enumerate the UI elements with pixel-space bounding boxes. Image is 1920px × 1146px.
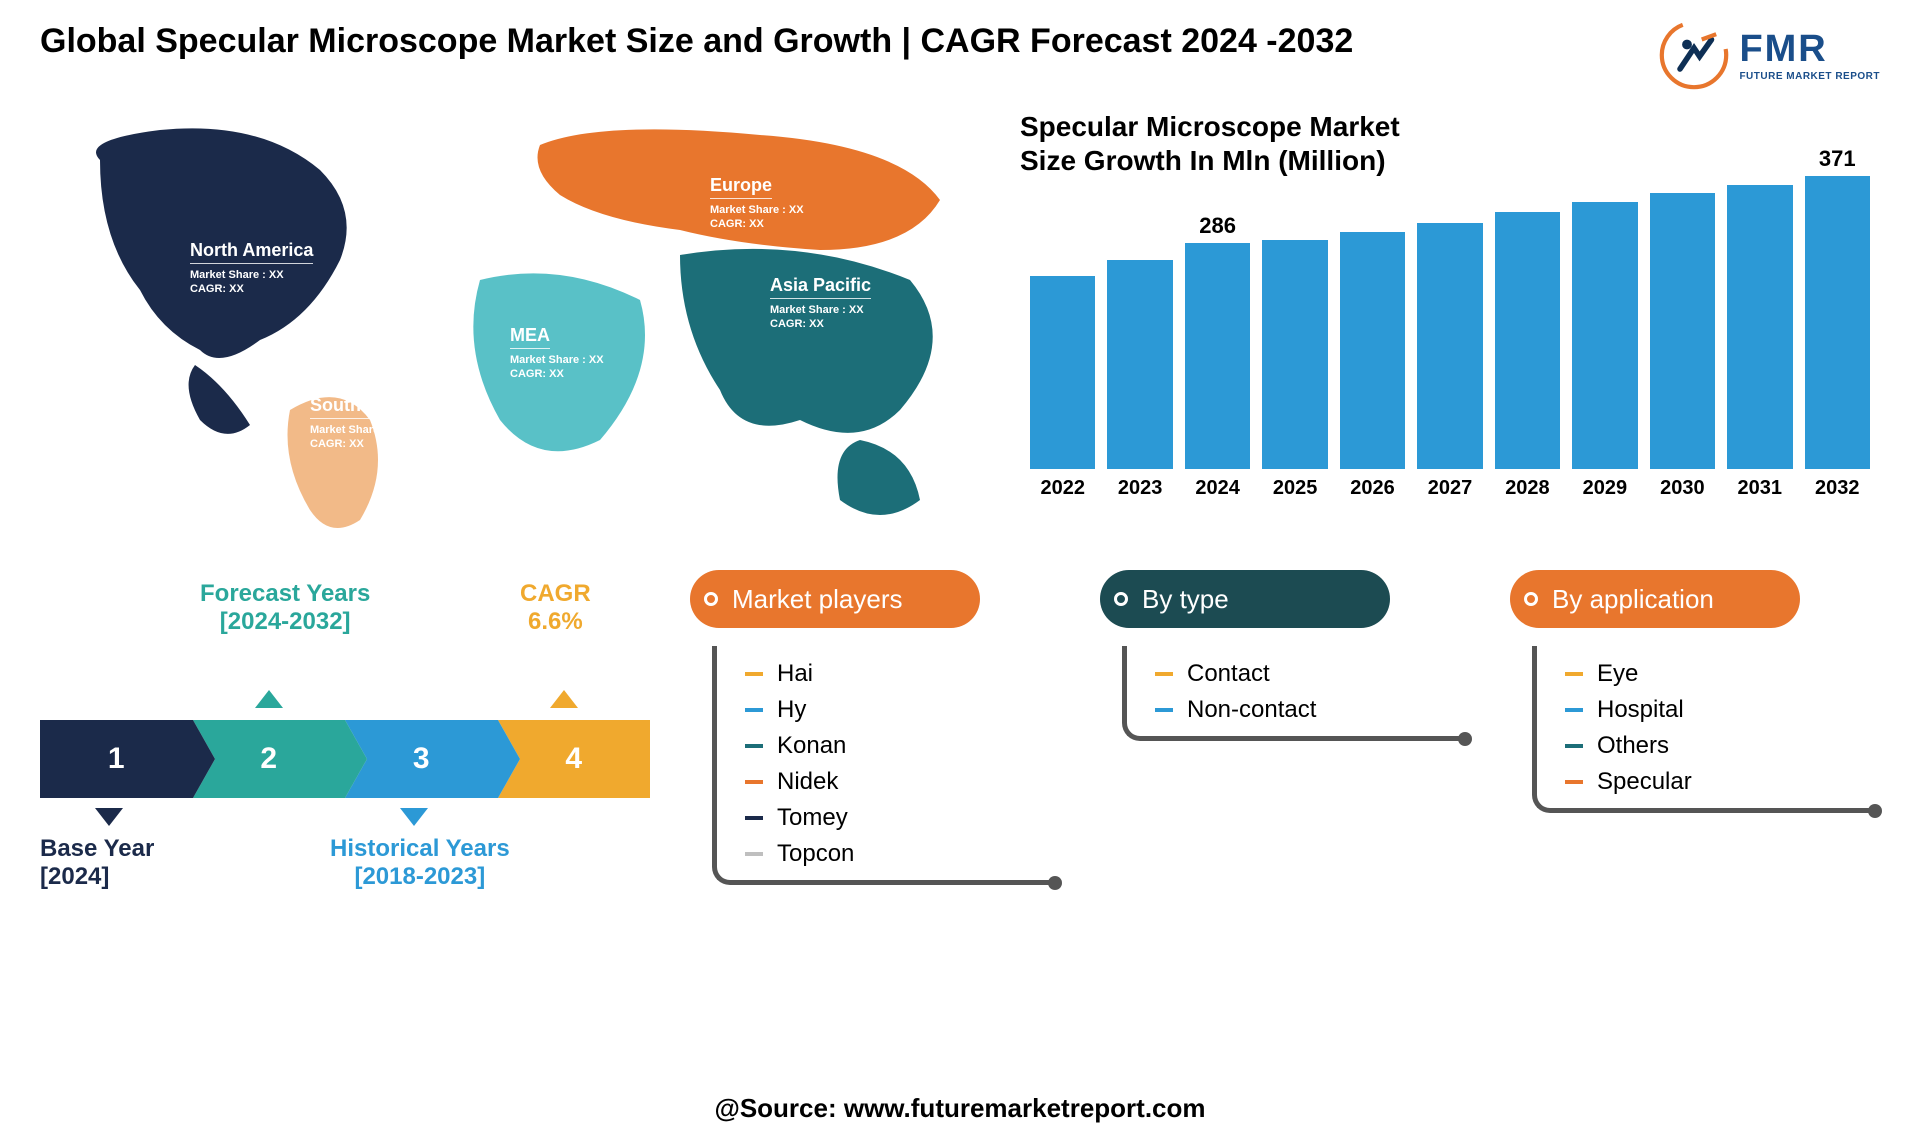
cagr-arrow-icon — [550, 690, 578, 708]
category-market-players: Market players HaiHyKonanNidekTomeyTopcon — [690, 570, 1060, 885]
category-bracket: ContactNon-contact — [1122, 646, 1470, 741]
logo-acronym: FMR — [1739, 28, 1827, 71]
list-item: Hai — [745, 656, 1060, 692]
bar-year-label: 2026 — [1350, 477, 1395, 500]
category-bracket: EyeHospitalOthersSpecular — [1532, 646, 1880, 813]
forecast-arrow-icon — [255, 690, 283, 708]
region-label-south-america: South AmericaMarket Share : XXCAGR: XX — [310, 395, 436, 452]
category-pill: By application — [1510, 570, 1800, 628]
bar-chart: Specular Microscope Market Size Growth I… — [1020, 110, 1880, 540]
hist-arrow-icon — [400, 808, 428, 826]
chart-title: Specular Microscope Market Size Growth I… — [1020, 110, 1440, 177]
timeline-seg-1: 1 — [40, 720, 193, 798]
base-arrow-icon — [95, 808, 123, 826]
bar-year-label: 2025 — [1273, 477, 1318, 500]
timeline-seg-3: 3 — [345, 720, 498, 798]
bar-year-label: 2029 — [1583, 477, 1628, 500]
bar-2022: 2022 — [1030, 276, 1095, 500]
bar-2023: 2023 — [1107, 260, 1172, 500]
base-year-label: Base Year[2024] — [40, 835, 154, 890]
bar-year-label: 2023 — [1118, 477, 1163, 500]
fmr-logo-icon — [1659, 20, 1729, 90]
region-label-europe: EuropeMarket Share : XXCAGR: XX — [710, 175, 804, 232]
list-item: Contact — [1155, 656, 1470, 692]
category-pill: By type — [1100, 570, 1390, 628]
bar-2025: 2025 — [1262, 240, 1327, 500]
category-by-type: By type ContactNon-contact — [1100, 570, 1470, 885]
bar-year-label: 2032 — [1815, 477, 1860, 500]
world-map: North AmericaMarket Share : XXCAGR: XX So… — [40, 110, 990, 540]
category-pill: Market players — [690, 570, 980, 628]
bar-year-label: 2028 — [1505, 477, 1550, 500]
region-label-mea: MEAMarket Share : XXCAGR: XX — [510, 325, 604, 382]
bar-year-label: 2027 — [1428, 477, 1473, 500]
logo-subtitle: FUTURE MARKET REPORT — [1739, 71, 1880, 82]
bar-year-label: 2030 — [1660, 477, 1705, 500]
list-item: Eye — [1565, 656, 1880, 692]
source-attribution: @Source: www.futuremarketreport.com — [0, 1093, 1920, 1124]
bar-2029: 2029 — [1572, 202, 1637, 500]
bar-value-label: 371 — [1819, 146, 1856, 172]
bar-2030: 2030 — [1650, 193, 1715, 500]
bar-2032: 371 2032 — [1805, 146, 1870, 500]
page-title: Global Specular Microscope Market Size a… — [40, 20, 1353, 63]
bar-2024: 286 2024 — [1185, 213, 1250, 500]
bar-2027: 2027 — [1417, 223, 1482, 500]
list-item: Hy — [745, 692, 1060, 728]
list-item: Non-contact — [1155, 692, 1470, 728]
list-item: Nidek — [745, 764, 1060, 800]
list-item: Topcon — [745, 836, 1060, 872]
list-item: Hospital — [1565, 692, 1880, 728]
bar-2028: 2028 — [1495, 212, 1560, 500]
bar-year-label: 2031 — [1738, 477, 1783, 500]
list-item: Specular — [1565, 764, 1880, 800]
brand-logo: FMR FUTURE MARKET REPORT — [1659, 20, 1880, 90]
bar-2031: 2031 — [1727, 185, 1792, 500]
bar-value-label: 286 — [1199, 213, 1236, 239]
pill-dot-icon — [704, 592, 718, 606]
category-bracket: HaiHyKonanNidekTomeyTopcon — [712, 646, 1060, 885]
timeline: Forecast Years[2024-2032] CAGR6.6% 1234 … — [40, 570, 650, 910]
pill-dot-icon — [1524, 592, 1538, 606]
list-item: Tomey — [745, 800, 1060, 836]
cagr-label: CAGR6.6% — [520, 580, 591, 635]
list-item: Others — [1565, 728, 1880, 764]
timeline-seg-2: 2 — [193, 720, 346, 798]
list-item: Konan — [745, 728, 1060, 764]
region-label-north-america: North AmericaMarket Share : XXCAGR: XX — [190, 240, 313, 297]
historical-label: Historical Years[2018-2023] — [330, 835, 510, 890]
region-label-asia-pacific: Asia PacificMarket Share : XXCAGR: XX — [770, 275, 871, 332]
category-by-application: By application EyeHospitalOthersSpecular — [1510, 570, 1880, 885]
pill-dot-icon — [1114, 592, 1128, 606]
forecast-label: Forecast Years[2024-2032] — [200, 580, 370, 635]
timeline-seg-4: 4 — [498, 720, 651, 798]
bar-2026: 2026 — [1340, 232, 1405, 500]
bar-year-label: 2024 — [1195, 477, 1240, 500]
bar-year-label: 2022 — [1040, 477, 1085, 500]
